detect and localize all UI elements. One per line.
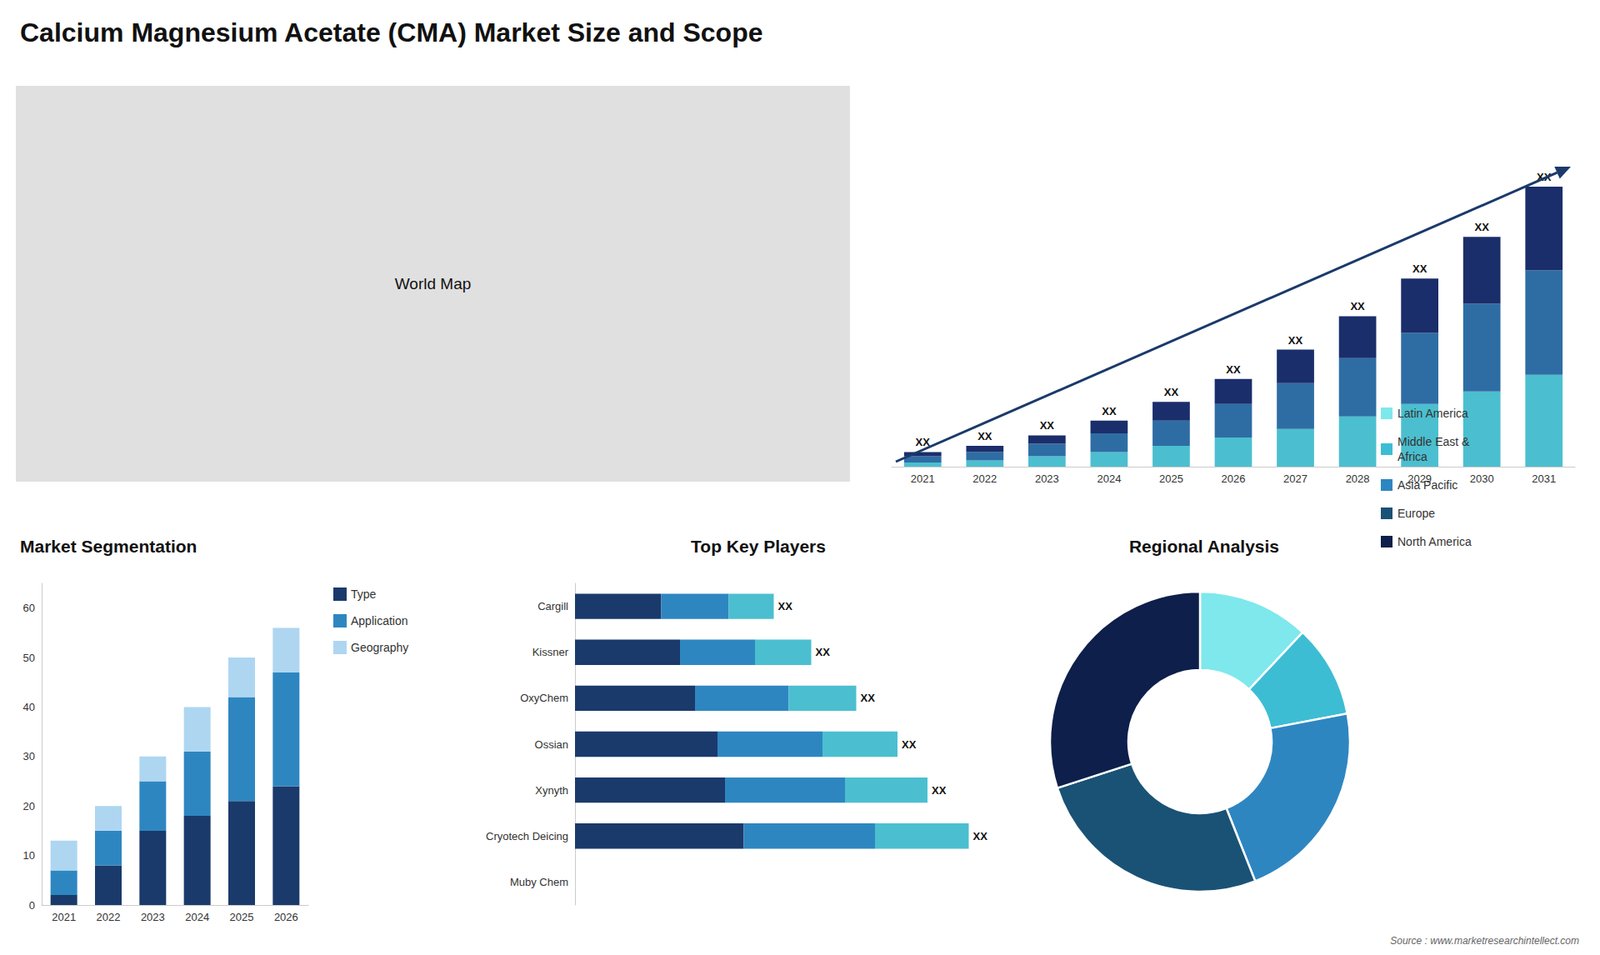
svg-text:Calcium Magnesium Acetate (CMA: Calcium Magnesium Acetate (CMA) Market S… bbox=[20, 17, 763, 48]
svg-text:20: 20 bbox=[23, 800, 35, 813]
svg-text:XX: XX bbox=[1225, 363, 1241, 376]
svg-text:Geography: Geography bbox=[350, 640, 409, 655]
svg-text:0: 0 bbox=[29, 899, 35, 912]
svg-text:2028: 2028 bbox=[1345, 472, 1370, 485]
svg-text:XX: XX bbox=[815, 645, 831, 659]
svg-text:XX: XX bbox=[1536, 170, 1552, 184]
svg-text:2030: 2030 bbox=[1470, 472, 1495, 485]
svg-text:XX: XX bbox=[901, 738, 917, 751]
svg-text:XX: XX bbox=[973, 830, 989, 843]
svg-text:2026: 2026 bbox=[1221, 472, 1246, 485]
svg-text:Muby Chem: Muby Chem bbox=[510, 875, 569, 889]
svg-text:XX: XX bbox=[931, 784, 947, 797]
svg-text:Regional Analysis: Regional Analysis bbox=[1129, 536, 1280, 556]
svg-text:XX: XX bbox=[1040, 419, 1055, 432]
svg-text:2024: 2024 bbox=[185, 910, 210, 924]
svg-text:Xynyth: Xynyth bbox=[535, 784, 569, 797]
svg-text:OxyChem: OxyChem bbox=[520, 691, 569, 705]
svg-text:Latin America: Latin America bbox=[1397, 406, 1469, 420]
svg-text:North America: North America bbox=[1397, 535, 1472, 549]
svg-text:XX: XX bbox=[778, 600, 794, 613]
svg-text:60: 60 bbox=[23, 601, 35, 615]
svg-text:Kissner: Kissner bbox=[532, 645, 570, 659]
svg-text:Ossian: Ossian bbox=[535, 738, 569, 751]
svg-text:2026: 2026 bbox=[274, 910, 299, 924]
svg-text:2022: 2022 bbox=[96, 910, 121, 924]
svg-text:2023: 2023 bbox=[1035, 472, 1060, 485]
svg-text:XX: XX bbox=[860, 691, 876, 705]
svg-text:Cargill: Cargill bbox=[537, 600, 569, 613]
svg-text:World Map: World Map bbox=[395, 275, 472, 293]
svg-text:XX: XX bbox=[977, 430, 993, 443]
svg-text:2021: 2021 bbox=[910, 472, 935, 485]
svg-text:2023: 2023 bbox=[140, 910, 165, 924]
svg-text:2022: 2022 bbox=[972, 472, 997, 485]
svg-text:XX: XX bbox=[1475, 220, 1490, 234]
svg-text:50: 50 bbox=[23, 651, 35, 665]
svg-text:XX: XX bbox=[1412, 262, 1428, 275]
svg-text:30: 30 bbox=[23, 750, 35, 763]
svg-text:Middle East &: Middle East & bbox=[1397, 435, 1470, 449]
svg-text:2024: 2024 bbox=[1096, 472, 1121, 485]
svg-text:Application: Application bbox=[350, 614, 409, 628]
svg-text:2031: 2031 bbox=[1531, 472, 1556, 485]
svg-text:Asia Pacific: Asia Pacific bbox=[1397, 478, 1458, 492]
svg-text:XX: XX bbox=[1164, 385, 1180, 399]
svg-text:Top Key Players: Top Key Players bbox=[690, 536, 826, 556]
svg-text:Africa: Africa bbox=[1397, 450, 1428, 464]
svg-text:10: 10 bbox=[23, 849, 35, 862]
svg-text:XX: XX bbox=[1101, 405, 1117, 418]
svg-text:2021: 2021 bbox=[51, 910, 76, 924]
svg-text:XX: XX bbox=[915, 436, 930, 449]
svg-text:Source : www.marketresearchint: Source : www.marketresearchintellect.com bbox=[1390, 935, 1580, 947]
svg-text:2025: 2025 bbox=[230, 910, 255, 924]
svg-text:XX: XX bbox=[1350, 300, 1365, 313]
svg-text:40: 40 bbox=[23, 700, 35, 714]
svg-text:Europe: Europe bbox=[1397, 506, 1435, 520]
svg-text:2025: 2025 bbox=[1159, 472, 1184, 485]
svg-text:Cryotech Deicing: Cryotech Deicing bbox=[485, 830, 569, 843]
svg-text:2027: 2027 bbox=[1283, 472, 1308, 485]
svg-text:Market Segmentation: Market Segmentation bbox=[20, 536, 197, 556]
svg-text:XX: XX bbox=[1288, 334, 1304, 347]
svg-text:Type: Type bbox=[350, 587, 377, 601]
